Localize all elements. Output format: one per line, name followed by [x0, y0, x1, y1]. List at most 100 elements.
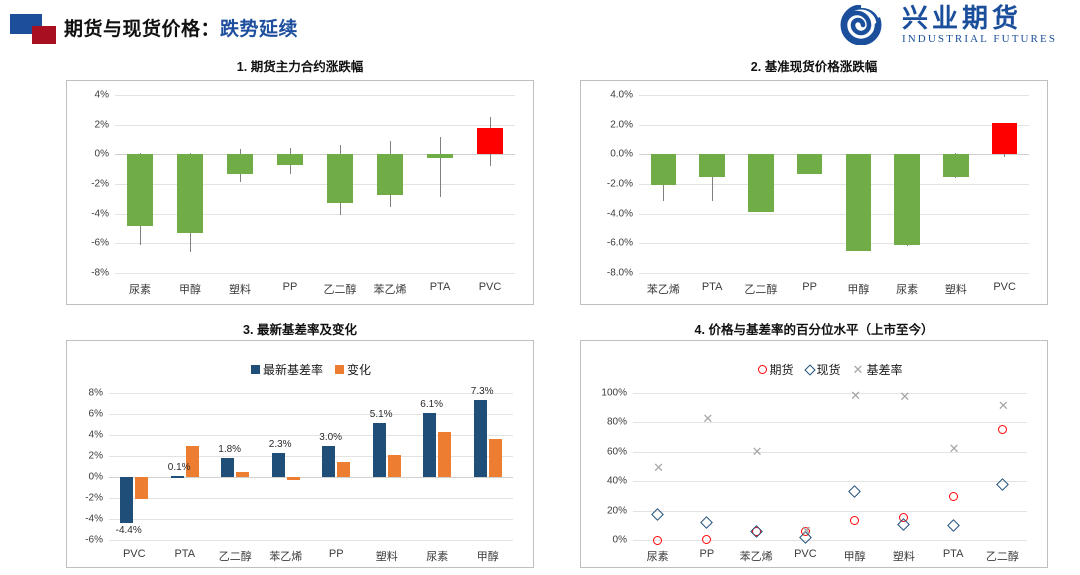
bar-塑料 — [227, 154, 253, 175]
bar-变化-PTA — [185, 445, 199, 477]
point-期货-甲醇 — [850, 515, 860, 525]
x-axis-label: PP — [802, 281, 817, 293]
gridline — [115, 154, 515, 156]
bar-变化-乙二醇 — [236, 471, 250, 477]
y-axis-label: -8.0% — [606, 267, 633, 279]
point-基差率-塑料: ✕ — [899, 389, 911, 405]
bar-最新基差率-苯乙烯 — [271, 452, 285, 477]
chart3-legend: 最新基差率 变化 — [109, 361, 513, 378]
company-name-en: INDUSTRIAL FUTURES — [902, 33, 1058, 45]
x-axis-label: PTA — [174, 548, 196, 560]
bar-变化-甲醇 — [488, 439, 502, 477]
data-label-乙二醇: 1.8% — [218, 444, 242, 456]
x-axis-label: PVC — [478, 281, 502, 293]
x-axis-label: PTA — [429, 281, 451, 293]
data-label-塑料: 5.1% — [369, 409, 393, 421]
bar-最新基差率-乙二醇 — [221, 458, 235, 477]
gridline — [115, 124, 515, 126]
gridline — [109, 393, 513, 394]
legend-label: 变化 — [347, 363, 372, 377]
bar-PTA — [699, 154, 725, 177]
page-title: 期货与现货价格：跌势延续 — [64, 14, 298, 41]
y-axis-label: 60% — [606, 446, 627, 458]
page-header: 期货与现货价格：跌势延续 兴业期货 INDUSTRIAL FUTURES — [0, 0, 1080, 50]
y-axis-label: 6% — [88, 408, 103, 420]
company-name-cn: 兴业期货 — [902, 3, 1023, 33]
gridline — [633, 481, 1027, 483]
y-axis-label: 4% — [88, 429, 103, 441]
point-基差率-甲醇: ✕ — [850, 387, 862, 403]
bar-变化-尿素 — [438, 431, 452, 477]
y-axis-label: 8% — [88, 387, 103, 399]
x-axis-label: PVC — [122, 548, 146, 560]
legend-marker-diamond-icon — [803, 363, 816, 376]
x-axis-label: 苯乙烯 — [373, 284, 407, 296]
y-axis-label: 40% — [606, 475, 627, 487]
data-label-PP: 3.0% — [319, 431, 343, 443]
point-期货-塑料 — [899, 513, 909, 523]
legend-item-现货[interactable]: 现货 — [803, 361, 841, 378]
legend-label: 现货 — [816, 363, 841, 377]
bar-PVC — [991, 123, 1018, 155]
bar-变化-塑料 — [387, 454, 401, 477]
bar-PP — [277, 154, 303, 166]
legend-item-期货[interactable]: 期货 — [757, 361, 794, 378]
data-label-PTA: 0.1% — [167, 461, 191, 473]
bar-塑料 — [943, 154, 969, 178]
gridline — [109, 414, 513, 415]
gridline — [109, 519, 513, 520]
bar-最新基差率-尿素 — [423, 412, 437, 477]
gridline — [109, 456, 513, 457]
header-logo-mark — [10, 14, 56, 44]
y-axis-label: 4% — [94, 89, 109, 101]
gridline — [109, 540, 513, 541]
gridline — [633, 422, 1027, 424]
x-axis-label: PP — [699, 548, 715, 560]
bar-最新基差率-PP — [322, 445, 336, 477]
y-axis-label: -2% — [85, 492, 103, 504]
y-axis-label: 0% — [88, 471, 103, 483]
point-期货-苯乙烯 — [751, 527, 761, 537]
gridline — [109, 435, 513, 436]
legend-label: 期货 — [769, 363, 794, 377]
legend-item-基差率[interactable]: ✕ 基差率 — [853, 361, 903, 378]
x-axis-label: PVC — [794, 548, 817, 560]
gridline — [115, 95, 515, 96]
x-axis-label: 塑料 — [944, 284, 967, 296]
point-基差率-苯乙烯: ✕ — [751, 443, 763, 459]
point-现货-苯乙烯 — [749, 525, 763, 539]
data-label-尿素: 6.1% — [420, 398, 444, 410]
y-axis-label: -8% — [91, 267, 109, 279]
chart2-frame: 4.0% 2.0% 0.0% -2.0% -4.0% -6.0% -8.0% 苯乙烯 PTA 乙二… — [580, 80, 1048, 305]
point-期货-尿素 — [653, 535, 663, 545]
point-基差率-PVC: ✕ — [800, 522, 812, 538]
x-axis-label: PTA — [942, 548, 964, 560]
chart1-title: 1. 期货主力合约涨跌幅 — [236, 60, 364, 74]
legend-label: 基差率 — [866, 363, 903, 377]
x-axis-label: 乙二醇 — [323, 284, 357, 296]
bar-尿素 — [894, 154, 920, 245]
bar-最新基差率-PVC — [120, 477, 134, 524]
x-axis-label: 苯乙烯 — [646, 284, 680, 296]
point-期货-乙二醇 — [997, 424, 1007, 434]
legend-item-变化[interactable]: 变化 — [335, 361, 371, 378]
data-label-苯乙烯: 2.3% — [268, 438, 292, 450]
legend-item-最新基差率[interactable]: 最新基差率 — [250, 361, 323, 378]
page-title-main: 期货与现货价格： — [64, 19, 221, 40]
chart4-legend: 期货 现货 ✕ 基差率 — [633, 361, 1027, 378]
gridline — [109, 477, 513, 478]
gridline — [639, 243, 1029, 245]
x-axis-label: 苯乙烯 — [739, 551, 773, 563]
chart1-frame: 4% 2% 0% -2% -4% -6% -8% 尿素 甲醇 塑料 PP 乙二醇 苯乙烯 PTA PVC — [66, 80, 534, 305]
point-基差率-尿素: ✕ — [653, 459, 665, 475]
y-axis-label: 2% — [88, 450, 103, 462]
point-基差率-PTA: ✕ — [948, 440, 960, 456]
y-axis-label: 80% — [606, 416, 627, 428]
gridline — [639, 273, 1029, 274]
y-axis-label: 0.0% — [610, 148, 633, 160]
company-logo: 兴业期货 INDUSTRIAL FUTURES — [824, 3, 1074, 48]
legend-marker-cross-icon: ✕ — [852, 361, 864, 377]
x-axis-label: 甲醇 — [179, 284, 201, 296]
bar-甲醇 — [177, 154, 203, 233]
